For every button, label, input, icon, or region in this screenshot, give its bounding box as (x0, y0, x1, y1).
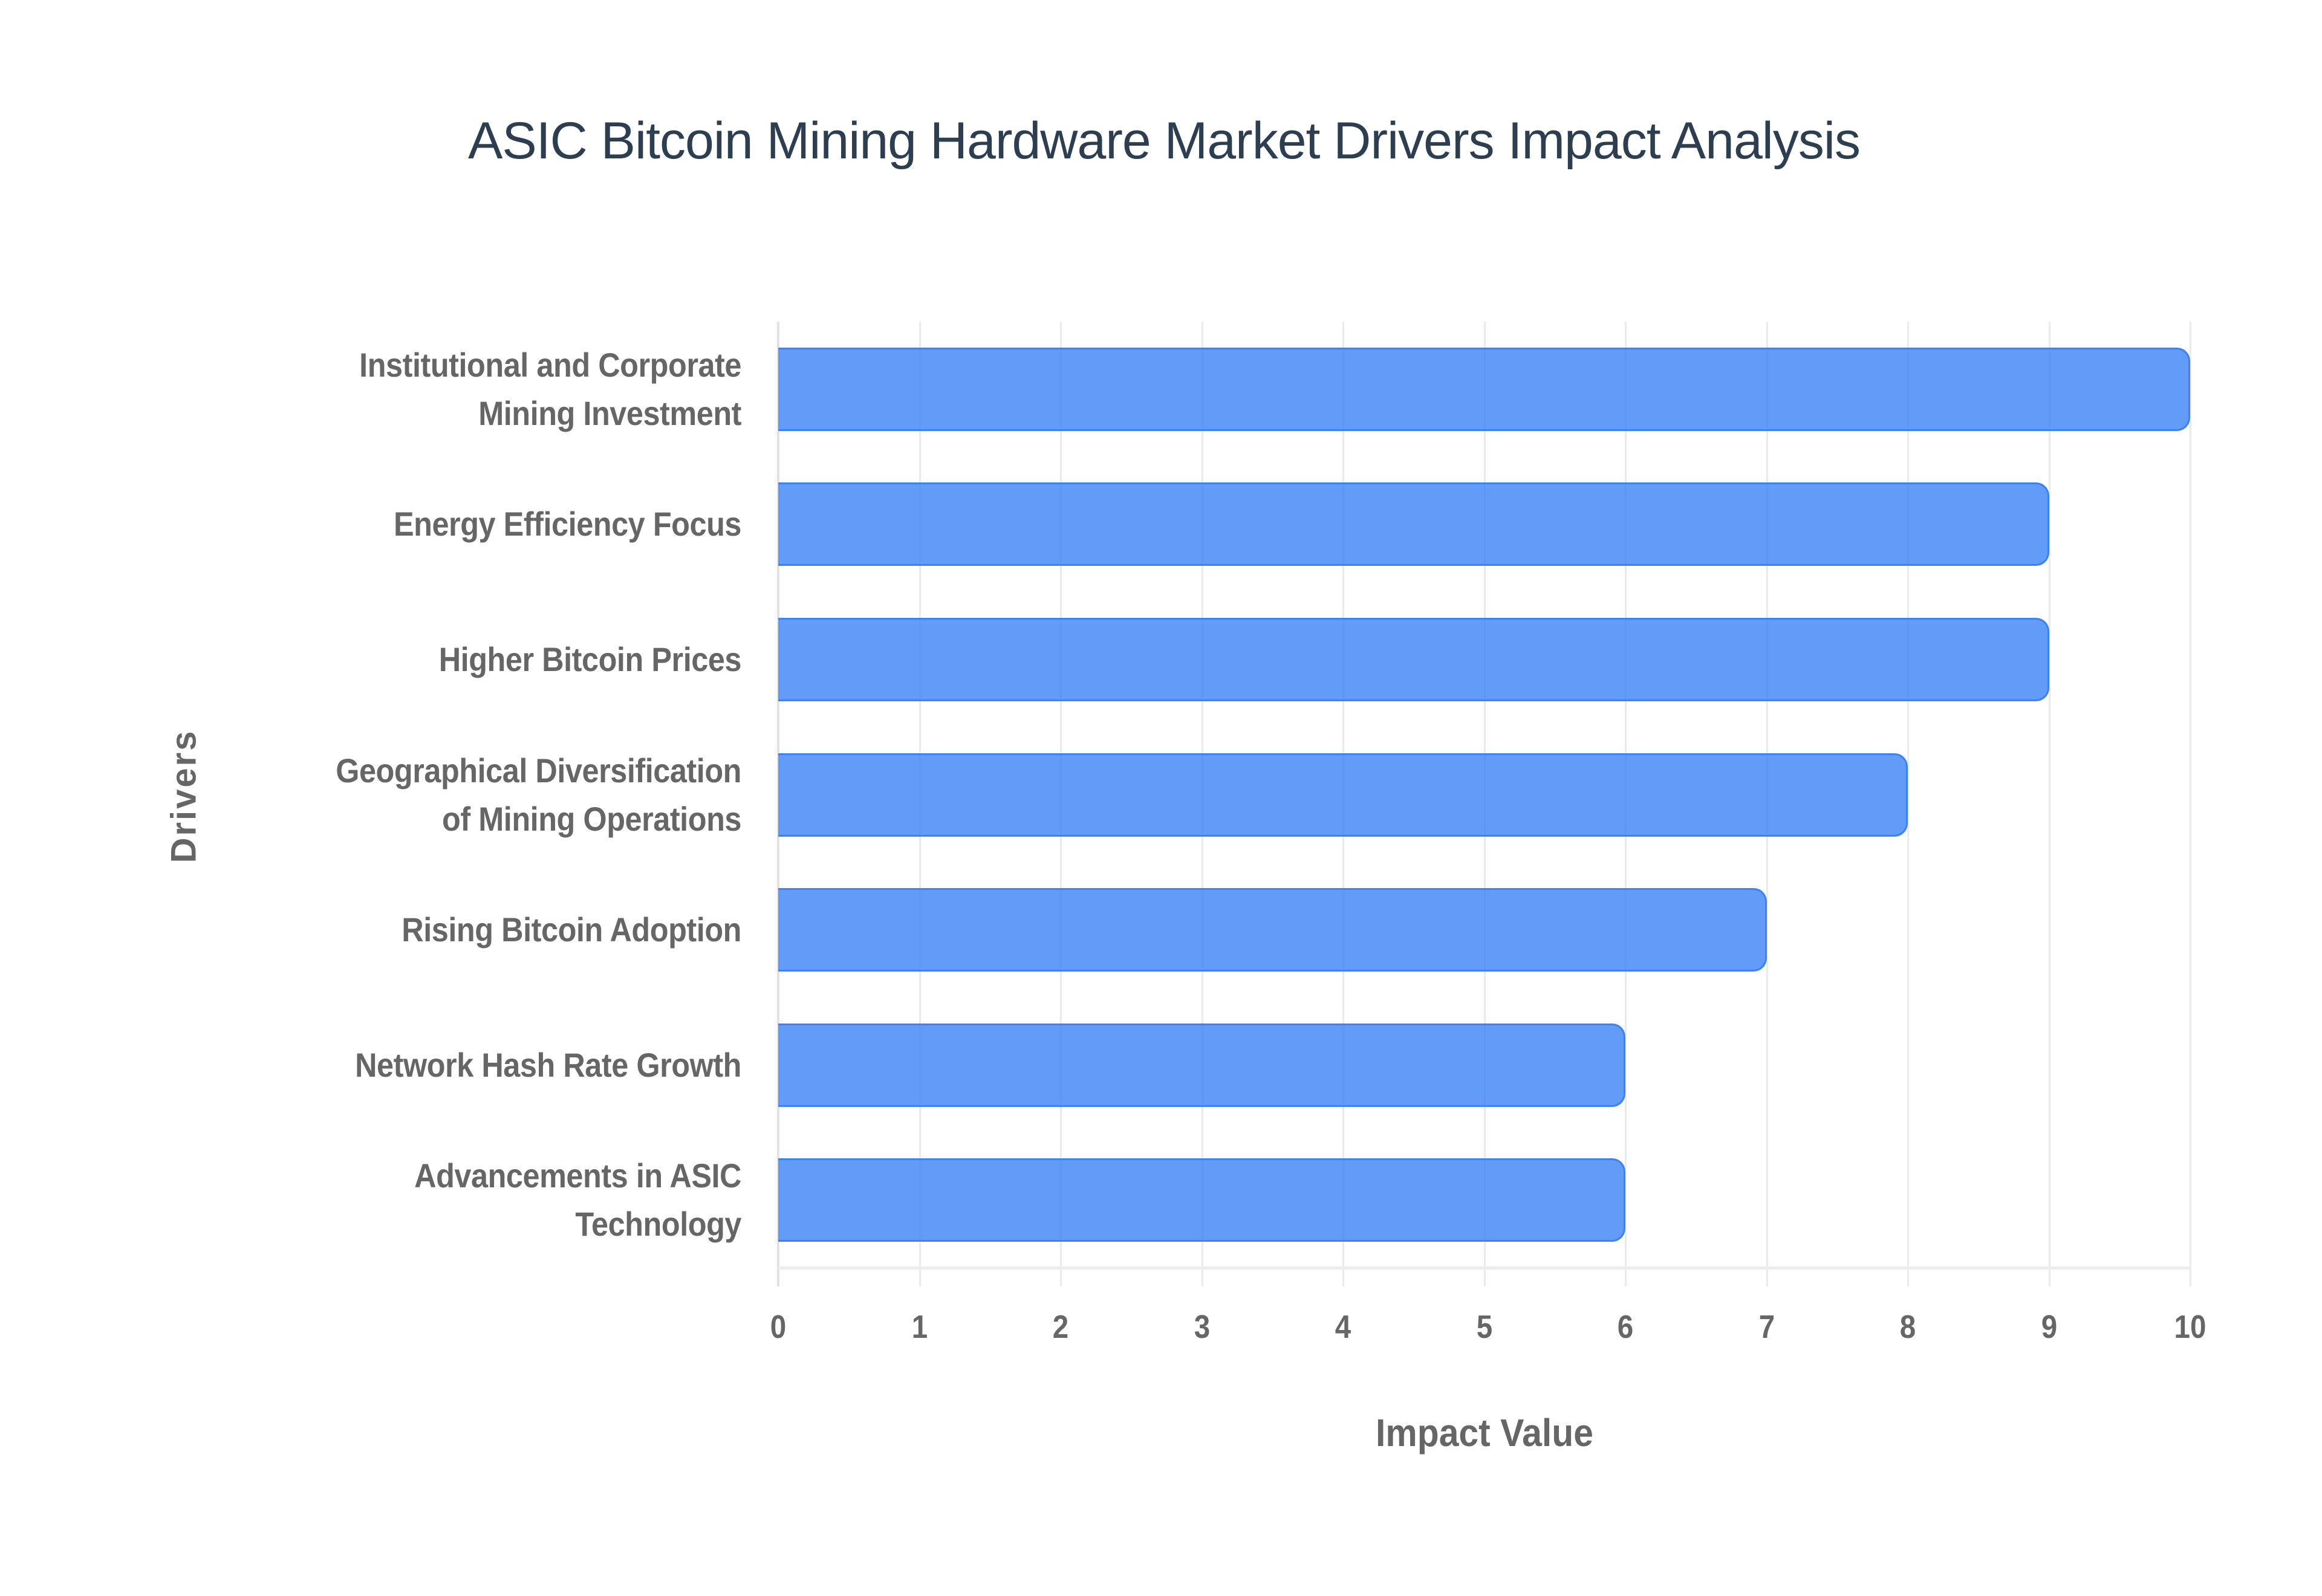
y-tick-label: Advancements in ASIC Technology (197, 1152, 741, 1248)
x-axis-title: Impact Value (1376, 1411, 1593, 1455)
y-tick-label-line: Advancements in ASIC (414, 1156, 741, 1195)
bar[interactable] (778, 753, 1908, 837)
x-axis-line (778, 1267, 2191, 1270)
chart-title: ASIC Bitcoin Mining Hardware Market Driv… (468, 112, 1861, 170)
bar[interactable] (778, 617, 2049, 701)
gridline (2048, 322, 2050, 1286)
bar[interactable] (778, 1023, 1625, 1107)
y-tick-label: Network Hash Rate Growth (197, 1041, 741, 1089)
bar[interactable] (778, 347, 2190, 431)
gridline (1907, 322, 1909, 1286)
y-tick-label: Rising Bitcoin Adoption (197, 906, 741, 954)
x-tick-label: 2 (1052, 1309, 1069, 1345)
y-tick-label-line: Higher Bitcoin Prices (438, 640, 742, 678)
y-tick-label-line: Institutional and Corporate (359, 345, 741, 384)
x-tick-label: 3 (1194, 1309, 1210, 1345)
y-tick-label-line: of Mining Operations (442, 799, 741, 838)
y-tick-label: Energy Efficiency Focus (197, 500, 741, 548)
x-tick-label: 8 (1899, 1309, 1916, 1345)
y-tick-label-line: Rising Bitcoin Adoption (402, 910, 741, 949)
bar[interactable] (778, 1158, 1625, 1242)
gridline (2190, 322, 2191, 1286)
y-tick-label: Institutional and Corporate Mining Invest… (197, 341, 741, 438)
x-tick-label: 6 (1617, 1309, 1634, 1345)
x-tick-label: 10 (2174, 1309, 2207, 1345)
y-tick-label-line: Network Hash Rate Growth (355, 1045, 741, 1084)
bar[interactable] (778, 482, 2049, 566)
x-tick-label: 4 (1335, 1309, 1351, 1345)
x-tick-label: 0 (770, 1309, 787, 1345)
bar[interactable] (778, 888, 1767, 972)
y-tick-label-line: Geographical Diversification (336, 751, 741, 790)
plot-area (777, 322, 2191, 1286)
y-tick-label: Higher Bitcoin Prices (197, 635, 742, 684)
x-tick-label: 1 (911, 1309, 928, 1345)
y-tick-label: Geographical Diversification of Mining Op… (197, 747, 741, 843)
x-tick-label: 7 (1758, 1309, 1775, 1345)
x-tick-label: 9 (2041, 1309, 2057, 1345)
y-tick-label-line: Energy Efficiency Focus (393, 505, 741, 543)
y-tick-label-line: Technology (575, 1205, 741, 1244)
y-tick-label-line: Mining Investment (478, 394, 741, 432)
x-tick-label: 5 (1476, 1309, 1492, 1345)
